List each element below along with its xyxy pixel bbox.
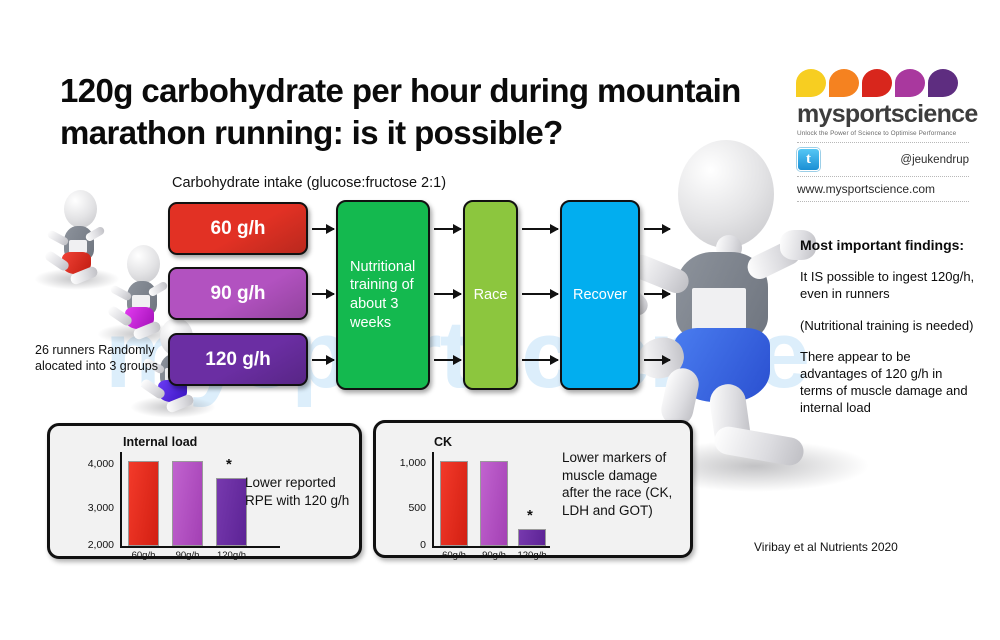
- y-axis-internal-load: [120, 452, 122, 548]
- ytick-ck-500: 500: [408, 502, 426, 514]
- xlabel-ck-60: 60g/h: [442, 550, 466, 561]
- arrow-recover-out-bottom: [644, 355, 671, 365]
- xlabel-internal-load-60: 60g/h: [131, 550, 156, 561]
- logo-drops: [796, 68, 969, 98]
- arrow-120-to-training: [312, 355, 335, 365]
- bar-ck-60: [440, 461, 468, 546]
- xlabel-ck-120: 120g/h: [517, 550, 547, 561]
- logo-drop-4-icon: [895, 69, 925, 97]
- arrow-60-to-training: [312, 224, 335, 234]
- note-internal-load: Lower reported RPE with 120 g/h: [245, 475, 350, 508]
- arrow-training-to-race-mid: [434, 289, 462, 299]
- panel-ck: CK 1,000 500 0 * 60g/h 90g/h 120g/h Lowe…: [373, 420, 693, 561]
- note-ck: Lower markers of muscle damage after the…: [562, 450, 673, 518]
- x-axis-internal-load: [120, 546, 280, 548]
- stage-box-nutritional-training[interactable]: Nutritional training of about 3 weeks: [336, 200, 430, 390]
- findings-block: Most important findings: It IS possible …: [800, 236, 978, 416]
- ytick-ck-0: 0: [420, 539, 426, 551]
- chart-title-internal-load: Internal load: [123, 435, 198, 449]
- twitter-row[interactable]: t @jeukendrup: [797, 148, 969, 171]
- arrow-training-to-race-bottom: [434, 355, 462, 365]
- logo-drop-3-icon: [862, 69, 892, 97]
- arrow-race-to-recover-mid: [522, 289, 559, 299]
- finding-point-3: There appear to be advantages of 120 g/h…: [800, 348, 968, 416]
- bar-ck-120: [518, 529, 546, 546]
- bar-internal-load-120: [216, 478, 247, 546]
- arrow-training-to-race-top: [434, 224, 462, 234]
- arrow-recover-out-mid: [644, 289, 671, 299]
- panel-internal-load: Internal load 4,000 3,000 2,000 * 60g/h …: [47, 423, 362, 561]
- dose-box-90[interactable]: 90 g/h: [168, 267, 308, 320]
- arrow-recover-out-top: [644, 224, 671, 234]
- arrow-90-to-training: [312, 289, 335, 299]
- significance-star-ck: *: [527, 507, 533, 524]
- x-axis-ck: [432, 546, 550, 548]
- significance-star-internal-load: *: [226, 456, 232, 473]
- ytick-internal-load-2000: 2,000: [87, 539, 114, 551]
- divider: [797, 176, 969, 177]
- ytick-ck-1000: 1,000: [399, 457, 426, 469]
- chart-title-ck: CK: [434, 435, 453, 449]
- logo-drop-2-icon: [829, 69, 859, 97]
- xlabel-ck-90: 90g/h: [482, 550, 506, 561]
- findings-heading: Most important findings:: [800, 237, 965, 253]
- logo-tagline: Unlock the Power of Science to Optimise …: [797, 130, 957, 137]
- bar-internal-load-90: [172, 461, 203, 546]
- ytick-internal-load-4000: 4,000: [87, 458, 114, 470]
- y-axis-ck: [432, 452, 434, 548]
- divider: [797, 201, 969, 202]
- intake-label: Carbohydrate intake (glucose:fructose 2:…: [172, 175, 447, 191]
- twitter-handle[interactable]: @jeukendrup: [900, 153, 969, 166]
- finding-point-2: (Nutritional training is needed): [800, 317, 974, 333]
- page-title: 120g carbohydrate per hour during mounta…: [60, 72, 741, 152]
- website-link[interactable]: www.mysportscience.com: [797, 182, 936, 196]
- arrow-race-to-recover-top: [522, 224, 559, 234]
- arrow-race-to-recover-bottom: [522, 355, 559, 365]
- xlabel-internal-load-120: 120g/h: [216, 550, 247, 561]
- divider: [797, 142, 969, 143]
- stage-box-race[interactable]: Race: [463, 200, 518, 390]
- citation: Viribay et al Nutrients 2020: [754, 540, 898, 554]
- stage-box-recover[interactable]: Recover: [560, 200, 640, 390]
- logo-wordmark: mysportscience: [797, 100, 978, 128]
- finding-point-1: It IS possible to ingest 120g/h, even in…: [800, 269, 975, 302]
- dose-box-60[interactable]: 60 g/h: [168, 202, 308, 255]
- bar-internal-load-60: [128, 461, 159, 546]
- xlabel-internal-load-90: 90g/h: [175, 550, 200, 561]
- logo-drop-5-icon: [928, 69, 958, 97]
- bar-ck-90: [480, 461, 508, 546]
- twitter-icon[interactable]: t: [797, 148, 820, 171]
- dose-box-120[interactable]: 120 g/h: [168, 333, 308, 386]
- brand-logo-block: mysportscience Unlock the Power of Scien…: [796, 68, 978, 207]
- runners-note: 26 runners Randomly alocated into 3 grou…: [35, 343, 159, 373]
- logo-drop-1-icon: [796, 69, 826, 97]
- ytick-internal-load-3000: 3,000: [87, 502, 114, 514]
